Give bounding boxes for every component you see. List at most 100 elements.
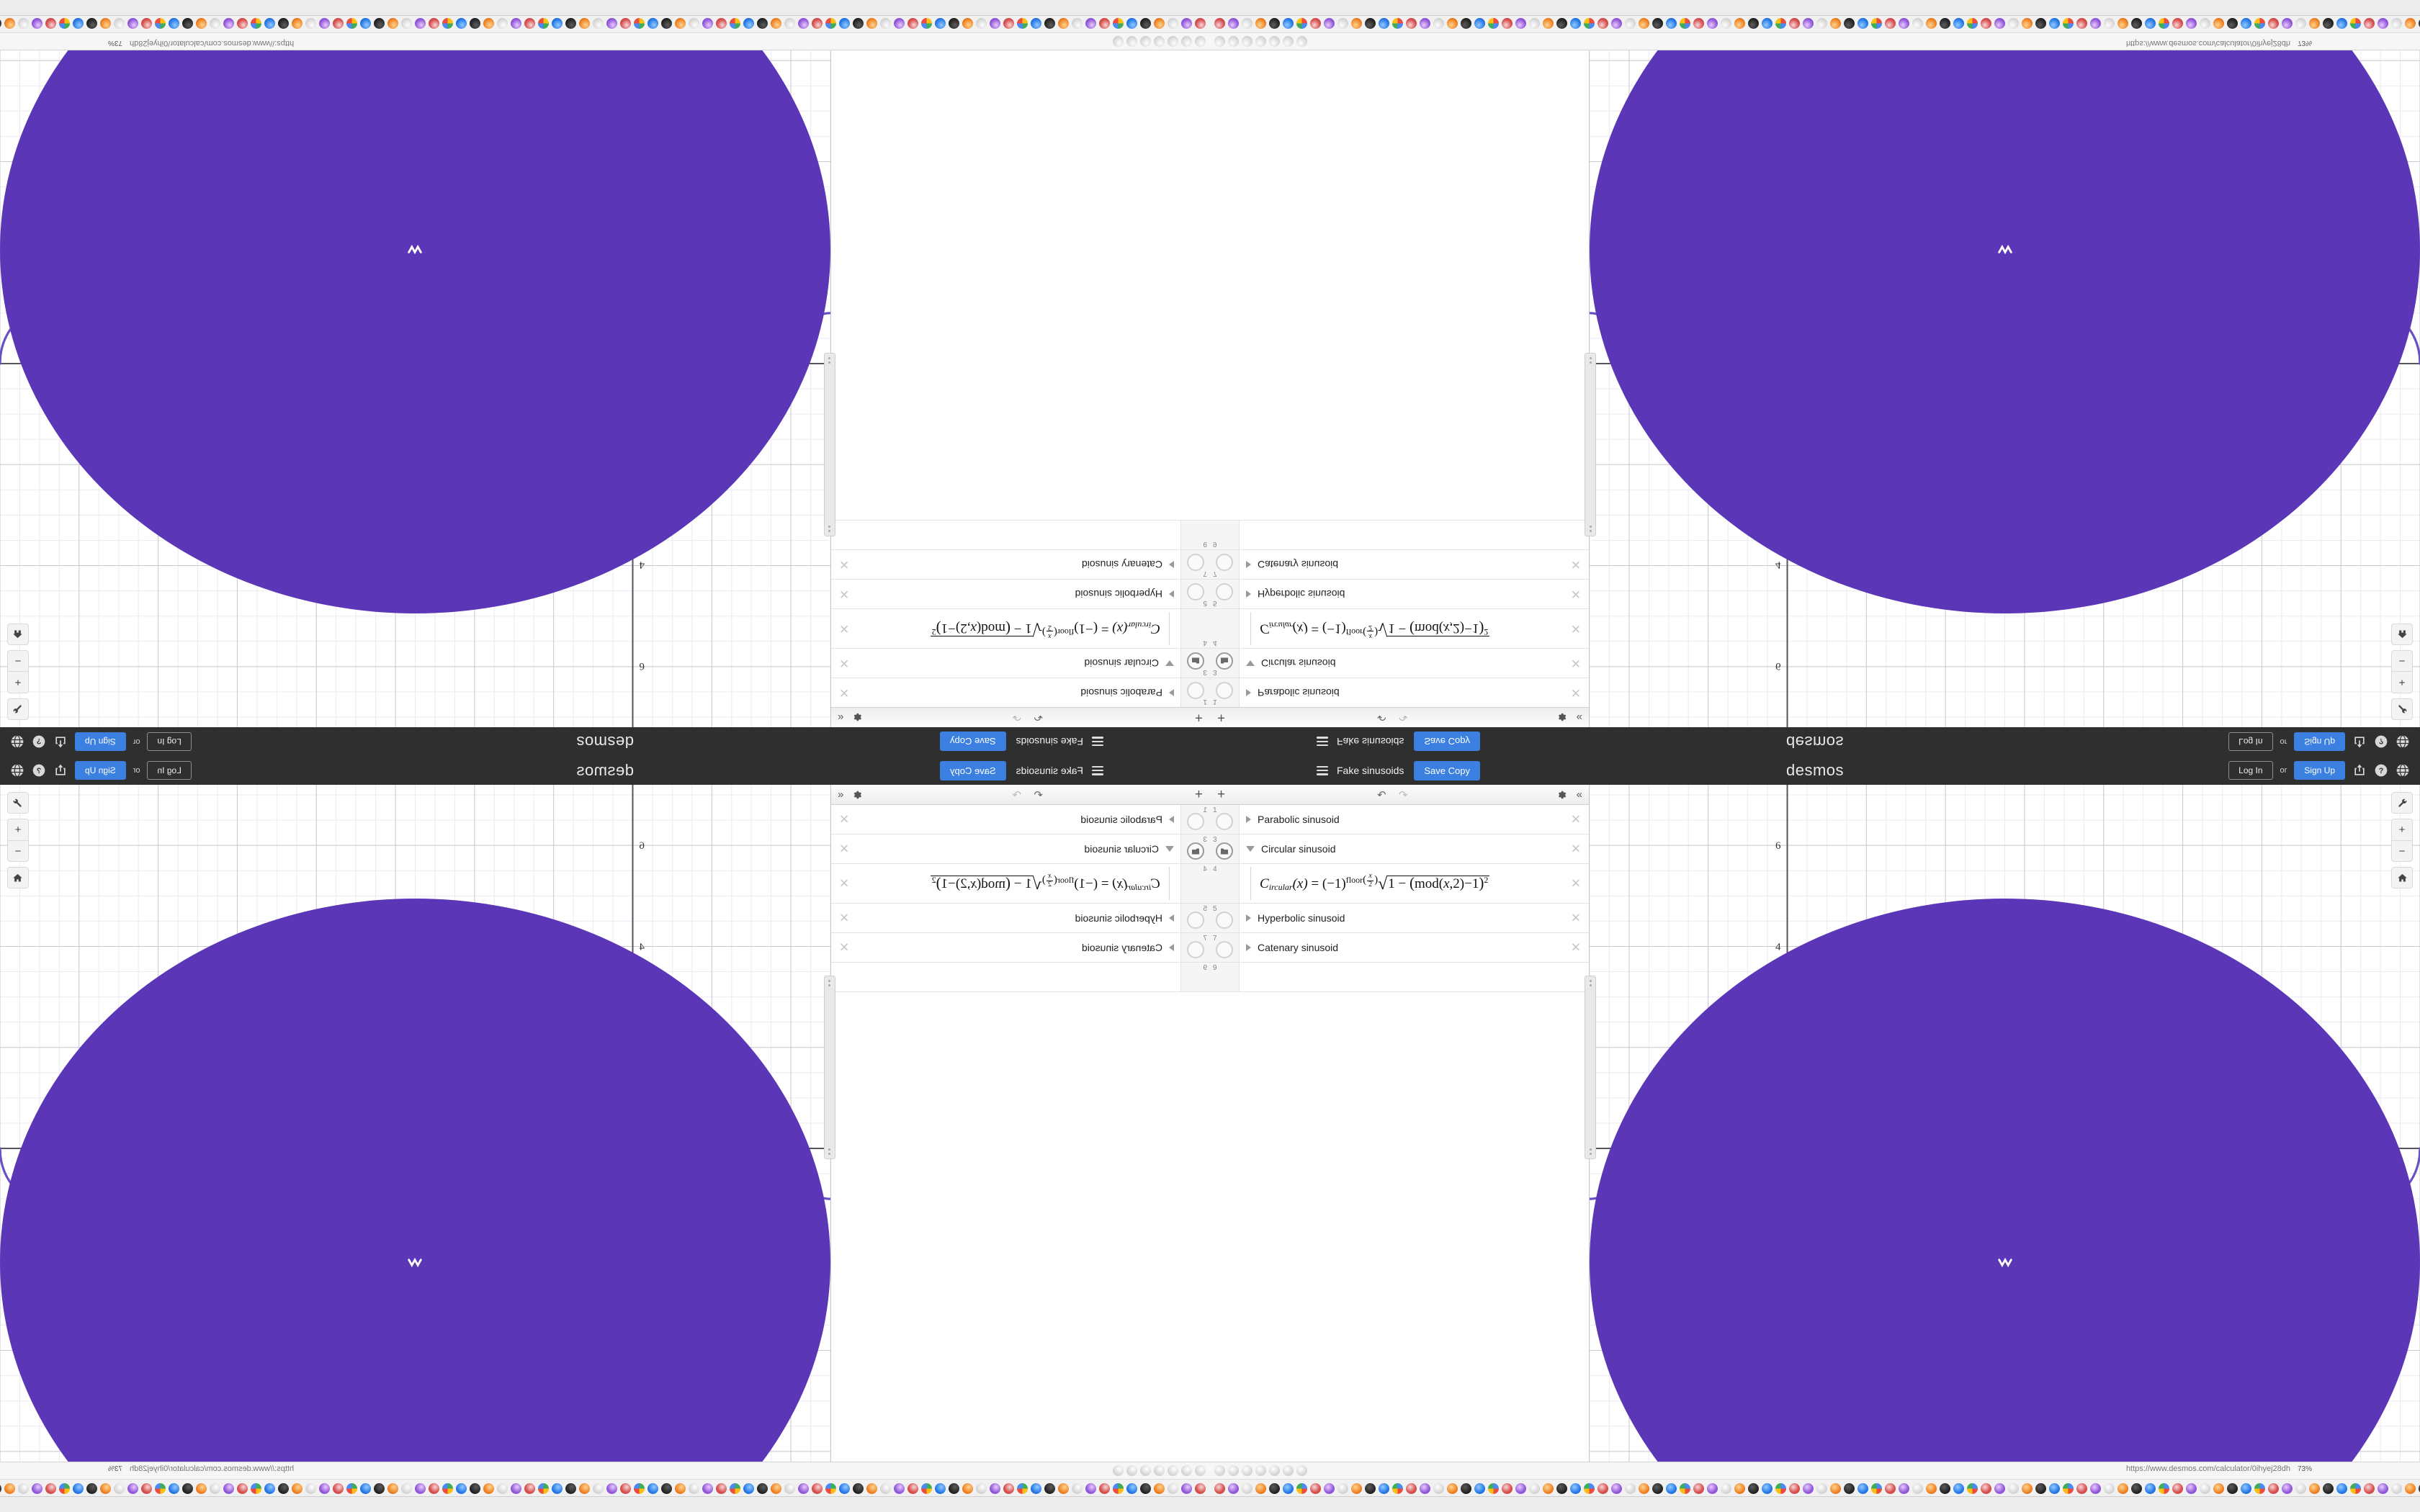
bookmark-icon[interactable]: [1789, 18, 1800, 30]
expression-body[interactable]: Parabolic sinusoid ✕: [1240, 678, 1589, 707]
bookmark-icon[interactable]: [1324, 1482, 1335, 1494]
bookmark-icon[interactable]: [155, 1482, 166, 1494]
zoom-out-icon[interactable]: −: [2391, 840, 2413, 862]
wrench-icon[interactable]: [2391, 792, 2413, 814]
math-expression[interactable]: Circular(x) = (−1)floor(x 2)√1 − (mod(x,2…: [1260, 618, 1490, 640]
bookmark-icon[interactable]: [1099, 18, 1110, 30]
close-icon[interactable]: ✕: [1570, 685, 1581, 700]
bookmark-icon[interactable]: [1461, 18, 1471, 30]
hamburger-icon[interactable]: [1092, 765, 1103, 775]
bookmark-icon[interactable]: [730, 18, 740, 30]
expression-color-bubble[interactable]: [1187, 554, 1204, 572]
bookmark-icon[interactable]: [1003, 18, 1014, 30]
bookmark-icon[interactable]: [2268, 18, 2279, 30]
expression-body[interactable]: Circular(x) = (−1)floor(x 2)√1 − (mod(x,2…: [1240, 864, 1589, 903]
bookmark-icon[interactable]: [675, 18, 686, 30]
bookmark-icon[interactable]: [757, 1482, 768, 1494]
bookmark-icon[interactable]: [1195, 18, 1206, 30]
bookmark-icon[interactable]: [497, 1482, 508, 1494]
bookmark-icon[interactable]: [1058, 1482, 1069, 1494]
save-copy-button[interactable]: Save Copy: [1414, 760, 1480, 780]
bookmark-icon[interactable]: [264, 1482, 275, 1494]
bookmark-icon[interactable]: [2063, 1482, 2074, 1494]
folder-icon[interactable]: [1187, 652, 1204, 670]
bookmark-icon[interactable]: [1003, 1482, 1014, 1494]
bookmark-icon[interactable]: [1940, 18, 1950, 30]
bookmark-icon[interactable]: [647, 18, 658, 30]
bookmark-icon[interactable]: [593, 1482, 604, 1494]
close-icon[interactable]: ✕: [1570, 940, 1581, 955]
bookmark-icon[interactable]: [442, 1482, 453, 1494]
save-copy-button[interactable]: Save Copy: [940, 732, 1006, 752]
bookmark-icon[interactable]: [1830, 18, 1841, 30]
zoom-out-icon[interactable]: −: [7, 840, 29, 862]
gear-icon[interactable]: [853, 713, 864, 723]
bookmark-icon[interactable]: [2131, 18, 2142, 30]
bookmark-icon[interactable]: [32, 18, 42, 30]
bookmark-icon[interactable]: [2090, 18, 2101, 30]
bookmark-icon[interactable]: [825, 1482, 836, 1494]
bookmark-icon[interactable]: [2295, 1482, 2306, 1494]
expression-color-bubble[interactable]: [1216, 554, 1233, 572]
bookmark-icon[interactable]: [743, 1482, 754, 1494]
bookmark-icon[interactable]: [237, 1482, 248, 1494]
bookmark-icon[interactable]: [1181, 1482, 1192, 1494]
bookmark-icon[interactable]: [1885, 1482, 1896, 1494]
bookmark-icon[interactable]: [2131, 1482, 2142, 1494]
bookmark-icon[interactable]: [1044, 18, 1055, 30]
add-expression-button[interactable]: +: [1217, 710, 1226, 725]
bookmark-icon[interactable]: [853, 1482, 864, 1494]
expression-row[interactable]: 7 Catenary sinusoid ✕: [1210, 932, 1589, 963]
bookmark-icon[interactable]: [333, 18, 344, 30]
bookmark-icon[interactable]: [114, 1482, 125, 1494]
chevron-right-icon[interactable]: [1246, 943, 1251, 951]
bookmark-icon[interactable]: [1420, 18, 1430, 30]
bookmark-icon[interactable]: [1269, 18, 1280, 30]
bookmark-icon[interactable]: [1707, 1482, 1718, 1494]
panel-resize-handle[interactable]: [824, 353, 835, 536]
bookmark-icon[interactable]: [798, 1482, 809, 1494]
bookmarks-bar[interactable]: [1210, 1480, 2420, 1497]
bookmark-icon[interactable]: [100, 1482, 111, 1494]
expression-body[interactable]: [831, 963, 1180, 991]
bookmark-icon[interactable]: [1017, 1482, 1028, 1494]
bookmark-icon[interactable]: [606, 18, 617, 30]
bookmark-icon[interactable]: [1597, 18, 1608, 30]
bookmark-icon[interactable]: [1680, 1482, 1690, 1494]
folder-title[interactable]: Catenary sinusoid: [1081, 559, 1162, 571]
hamburger-icon[interactable]: [1092, 737, 1103, 747]
expression-row[interactable]: 3 Circular sinusoid ✕: [1210, 834, 1589, 864]
bookmark-icon[interactable]: [1912, 18, 1923, 30]
bookmark-icon[interactable]: [2035, 18, 2046, 30]
bookmark-icon[interactable]: [1140, 18, 1151, 30]
chevron-down-icon[interactable]: [1246, 846, 1255, 852]
bookmark-icon[interactable]: [429, 1482, 439, 1494]
document-title[interactable]: Fake sinusoids: [1016, 736, 1083, 747]
folder-title[interactable]: Parabolic sinusoid: [1080, 814, 1162, 825]
bookmark-icon[interactable]: [1392, 18, 1403, 30]
bookmark-icon[interactable]: [1242, 18, 1252, 30]
bookmark-icon[interactable]: [1967, 18, 1978, 30]
zoom-level-badge[interactable]: 73%: [108, 39, 123, 47]
bookmark-icon[interactable]: [86, 1482, 97, 1494]
bookmark-icon[interactable]: [251, 18, 261, 30]
bookmark-icon[interactable]: [1502, 1482, 1512, 1494]
close-icon[interactable]: ✕: [839, 911, 850, 925]
bookmark-icon[interactable]: [114, 18, 125, 30]
bookmark-icon[interactable]: [921, 18, 932, 30]
bookmark-icon[interactable]: [319, 18, 330, 30]
chevron-down-icon[interactable]: [1165, 660, 1174, 666]
bookmark-icon[interactable]: [127, 18, 138, 30]
bookmark-icon[interactable]: [661, 1482, 672, 1494]
bookmark-icon[interactable]: [2213, 1482, 2224, 1494]
zoom-level-badge[interactable]: 73%: [2297, 39, 2312, 47]
close-icon[interactable]: ✕: [1570, 587, 1581, 601]
bookmark-icon[interactable]: [1762, 1482, 1773, 1494]
bookmark-icon[interactable]: [1721, 1482, 1731, 1494]
expression-row[interactable]: 7 Catenary sinusoid ✕: [831, 932, 1210, 963]
bookmark-icon[interactable]: [401, 18, 412, 30]
bookmark-icon[interactable]: [976, 18, 987, 30]
bookmark-icon[interactable]: [1611, 18, 1622, 30]
bookmark-icon[interactable]: [1666, 18, 1677, 30]
bookmark-icon[interactable]: [1926, 18, 1937, 30]
